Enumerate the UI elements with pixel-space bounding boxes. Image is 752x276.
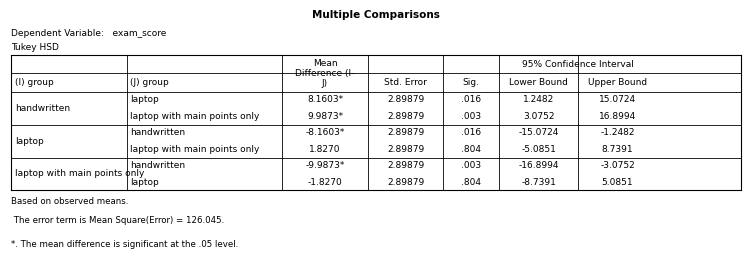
Text: laptop with main points only: laptop with main points only <box>130 112 259 121</box>
Text: 1.8270: 1.8270 <box>309 145 341 154</box>
Text: (J) group: (J) group <box>130 78 169 87</box>
Text: .003: .003 <box>461 161 481 170</box>
Text: .016: .016 <box>461 128 481 137</box>
Text: handwritten: handwritten <box>130 161 186 170</box>
Text: Dependent Variable:   exam_score: Dependent Variable: exam_score <box>11 29 167 38</box>
Text: 3.0752: 3.0752 <box>523 112 554 121</box>
Text: laptop: laptop <box>130 95 159 104</box>
Text: The error term is Mean Square(Error) = 126.045.: The error term is Mean Square(Error) = 1… <box>11 216 225 225</box>
Text: Multiple Comparisons: Multiple Comparisons <box>312 10 440 20</box>
Text: handwritten: handwritten <box>15 104 70 113</box>
Text: -1.8270: -1.8270 <box>308 178 342 187</box>
Text: 2.89879: 2.89879 <box>387 128 424 137</box>
Text: laptop with main points only: laptop with main points only <box>15 169 144 179</box>
Text: .016: .016 <box>461 95 481 104</box>
Text: laptop with main points only: laptop with main points only <box>130 145 259 154</box>
Text: 5.0851: 5.0851 <box>602 178 633 187</box>
Text: -16.8994: -16.8994 <box>518 161 559 170</box>
Text: 2.89879: 2.89879 <box>387 161 424 170</box>
Text: -8.1603*: -8.1603* <box>305 128 344 137</box>
Text: 15.0724: 15.0724 <box>599 95 636 104</box>
Text: handwritten: handwritten <box>130 128 186 137</box>
Text: -1.2482: -1.2482 <box>600 128 635 137</box>
Text: .804: .804 <box>461 178 481 187</box>
Text: -8.7391: -8.7391 <box>521 178 556 187</box>
Text: -5.0851: -5.0851 <box>521 145 556 154</box>
Text: 16.8994: 16.8994 <box>599 112 636 121</box>
Text: Lower Bound: Lower Bound <box>509 78 568 87</box>
Text: 2.89879: 2.89879 <box>387 112 424 121</box>
Text: -15.0724: -15.0724 <box>518 128 559 137</box>
Text: Mean
Difference (I-
J): Mean Difference (I- J) <box>296 59 355 88</box>
Text: laptop: laptop <box>130 178 159 187</box>
Text: .003: .003 <box>461 112 481 121</box>
Text: 95% Confidence Interval: 95% Confidence Interval <box>522 60 634 69</box>
Text: (I) group: (I) group <box>15 78 54 87</box>
Text: .804: .804 <box>461 145 481 154</box>
Text: *. The mean difference is significant at the .05 level.: *. The mean difference is significant at… <box>11 240 238 249</box>
Text: -9.9873*: -9.9873* <box>305 161 344 170</box>
Text: -3.0752: -3.0752 <box>600 161 635 170</box>
Text: 8.1603*: 8.1603* <box>307 95 343 104</box>
Text: 9.9873*: 9.9873* <box>307 112 343 121</box>
Text: 8.7391: 8.7391 <box>602 145 633 154</box>
Text: 2.89879: 2.89879 <box>387 178 424 187</box>
Text: 1.2482: 1.2482 <box>523 95 554 104</box>
Text: Based on observed means.: Based on observed means. <box>11 197 129 206</box>
Text: Tukey HSD: Tukey HSD <box>11 43 59 52</box>
Text: laptop: laptop <box>15 137 44 145</box>
Text: 2.89879: 2.89879 <box>387 95 424 104</box>
Text: Upper Bound: Upper Bound <box>588 78 647 87</box>
Text: 2.89879: 2.89879 <box>387 145 424 154</box>
Text: Std. Error: Std. Error <box>384 78 427 87</box>
Text: Sig.: Sig. <box>462 78 480 87</box>
